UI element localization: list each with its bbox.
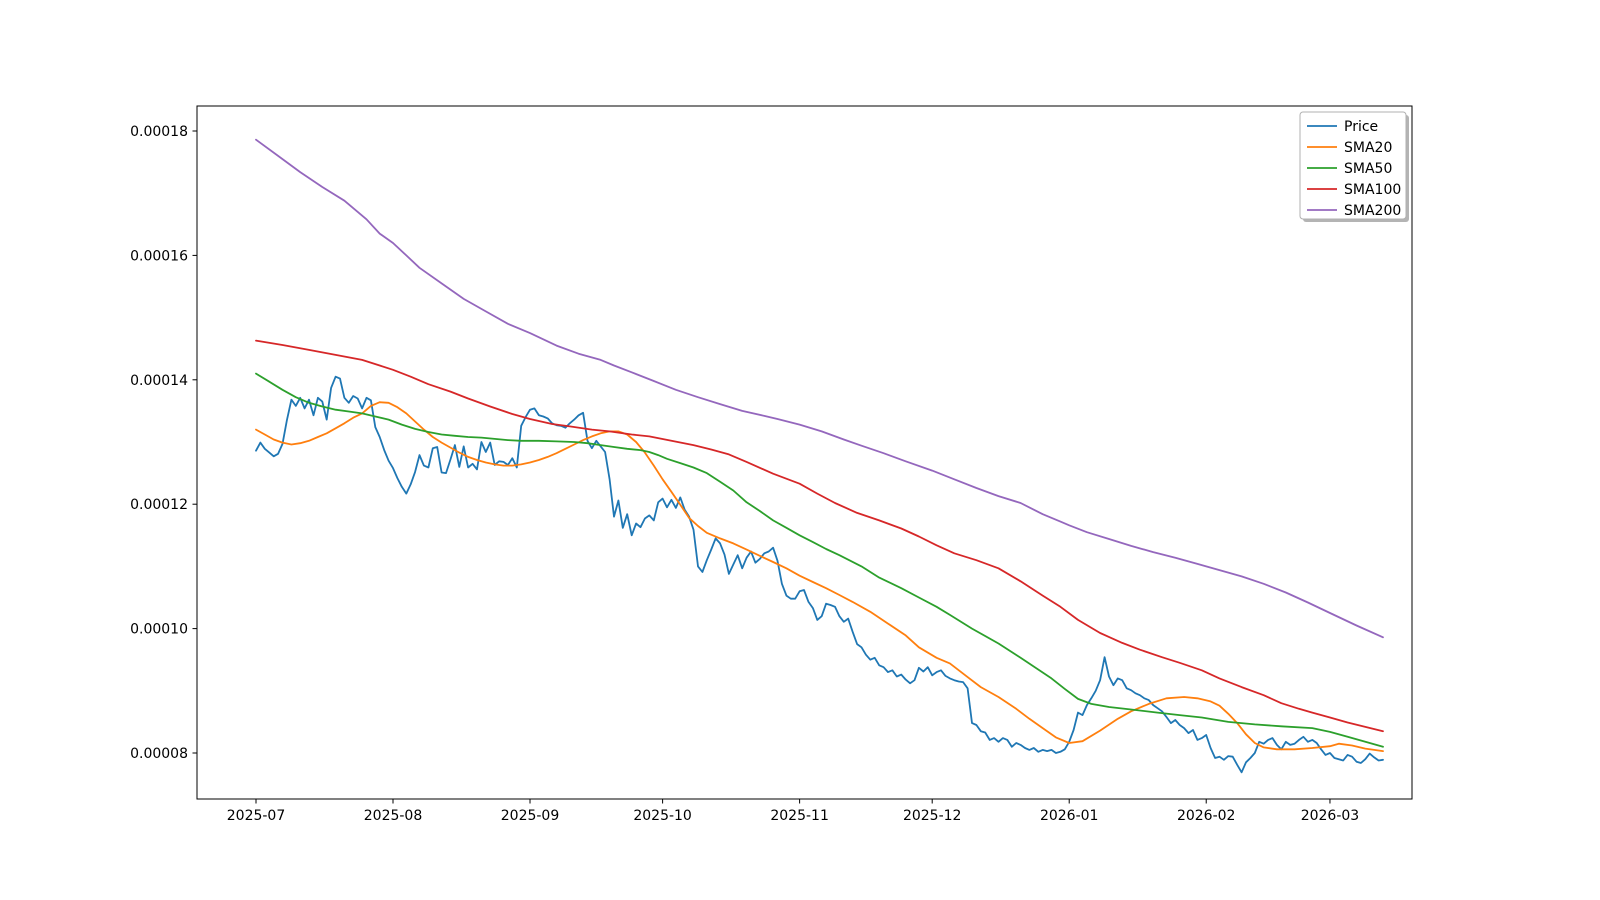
x-tick-label: 2026-03 [1301, 808, 1360, 824]
series-line-sma200 [255, 138, 1384, 639]
y-tick-label: 0.00008 [130, 746, 188, 762]
x-tick-label: 2026-02 [1177, 808, 1236, 824]
y-tick-label: 0.00018 [130, 124, 188, 140]
x-tick-label: 2025-10 [633, 808, 692, 824]
y-tick-label: 0.00016 [130, 248, 188, 264]
series-line-sma100 [255, 339, 1384, 733]
x-tick-label: 2025-08 [364, 808, 423, 824]
x-tick-label: 2025-09 [501, 808, 560, 824]
plot-frame [196, 105, 1413, 800]
legend-label-sma100: SMA100 [1344, 182, 1401, 198]
axis-tick-labels: 2025-07 2025-08 2025-09 2025-10 2025-11 2025-… [130, 124, 1359, 824]
series-lines [255, 138, 1384, 774]
y-tick-label: 0.00012 [130, 497, 188, 513]
x-tick-label: 2025-11 [770, 808, 829, 824]
series-line-sma50 [255, 372, 1384, 748]
legend-label-sma200: SMA200 [1344, 203, 1401, 219]
axis-ticks [192, 130, 1331, 804]
legend-label-sma50: SMA50 [1344, 161, 1392, 177]
series-line-sma20 [255, 401, 1384, 752]
legend: Price SMA20 SMA50 SMA100 SMA200 [1299, 111, 1409, 222]
series-line-price [255, 375, 1384, 774]
x-tick-label: 2025-07 [227, 808, 286, 824]
legend-label-price: Price [1344, 119, 1378, 135]
x-tick-label: 2026-01 [1040, 808, 1099, 824]
x-tick-label: 2025-12 [903, 808, 962, 824]
y-tick-label: 0.00010 [130, 622, 188, 638]
y-tick-label: 0.00014 [130, 373, 188, 389]
plot-border [196, 105, 1413, 800]
legend-label-sma20: SMA20 [1344, 140, 1392, 156]
legend-box [1299, 111, 1407, 220]
